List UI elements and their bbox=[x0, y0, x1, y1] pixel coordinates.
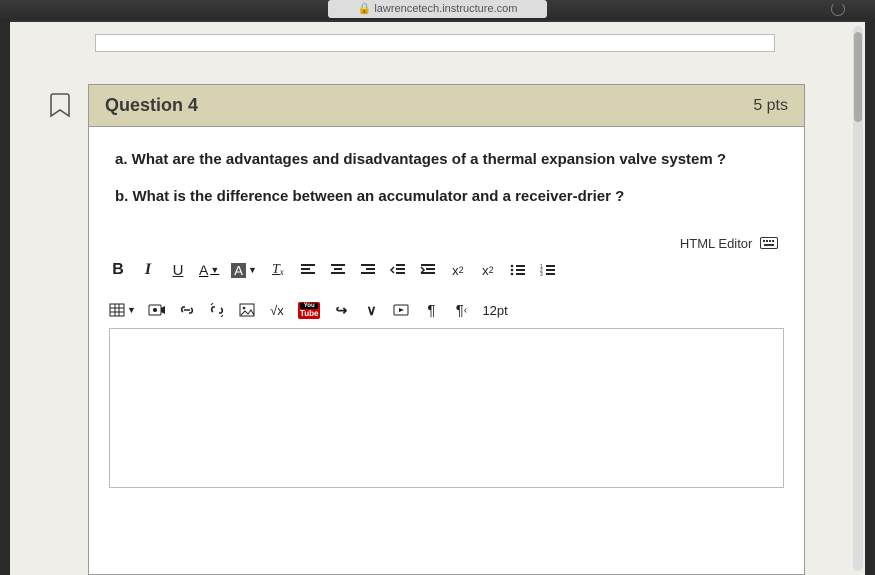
question-card: Question 4 5 pts a. What are the advanta… bbox=[88, 84, 805, 575]
keyboard-icon[interactable] bbox=[760, 237, 778, 252]
url-text: lawrencetech.instructure.com bbox=[374, 3, 517, 15]
question-header: Question 4 5 pts bbox=[89, 85, 804, 127]
scrollbar-thumb[interactable] bbox=[854, 32, 862, 122]
question-title: Question 4 bbox=[105, 95, 198, 116]
align-right-button[interactable] bbox=[359, 260, 377, 280]
bullet-list-button[interactable] bbox=[509, 260, 527, 280]
outdent-button[interactable] bbox=[389, 260, 407, 280]
youtube-button[interactable]: YouTube bbox=[298, 300, 321, 320]
italic-button[interactable]: I bbox=[139, 260, 157, 280]
rtl-button[interactable]: ¶‹ bbox=[452, 300, 470, 320]
equation-button[interactable]: √x bbox=[268, 300, 286, 320]
bold-button[interactable]: B bbox=[109, 260, 127, 280]
browser-chrome: 🔒 lawrencetech.instructure.com bbox=[0, 0, 875, 20]
clear-formatting-button[interactable]: Tx bbox=[269, 260, 287, 280]
question-part-b: b. What is the difference between an acc… bbox=[115, 186, 778, 209]
underline-button[interactable]: U bbox=[169, 260, 187, 280]
superscript-button[interactable]: x2 bbox=[449, 260, 467, 280]
unlink-button[interactable] bbox=[208, 300, 226, 320]
embed-button[interactable]: ↪ bbox=[332, 300, 350, 320]
bookmark-icon[interactable] bbox=[50, 92, 72, 118]
align-center-button[interactable] bbox=[329, 260, 347, 280]
url-bar: 🔒 lawrencetech.instructure.com bbox=[328, 0, 548, 18]
question-part-a: a. What are the advantages and disadvant… bbox=[115, 149, 778, 172]
editor-toolbar: B I U A▼ A▼ Tx x2 x2 123 ▼ √x YouTube ↪ bbox=[89, 256, 804, 322]
reload-icon[interactable] bbox=[831, 2, 845, 16]
record-media-button[interactable] bbox=[148, 300, 166, 320]
vertical-scrollbar[interactable] bbox=[853, 26, 863, 571]
text-color-button[interactable]: A▼ bbox=[199, 260, 219, 280]
subscript-button[interactable]: x2 bbox=[479, 260, 497, 280]
html-editor-link[interactable]: HTML Editor bbox=[680, 236, 752, 251]
media-play-button[interactable] bbox=[392, 300, 410, 320]
link-button[interactable] bbox=[178, 300, 196, 320]
align-left-button[interactable] bbox=[299, 260, 317, 280]
page-content: Question 4 5 pts a. What are the advanta… bbox=[10, 20, 865, 575]
question-body: a. What are the advantages and disadvant… bbox=[89, 127, 804, 232]
svg-text:3: 3 bbox=[540, 272, 543, 277]
previous-question-outline bbox=[95, 34, 775, 52]
table-button[interactable]: ▼ bbox=[109, 300, 136, 320]
question-points: 5 pts bbox=[753, 97, 788, 115]
indent-button[interactable] bbox=[419, 260, 437, 280]
numbered-list-button[interactable]: 123 bbox=[539, 260, 557, 280]
image-button[interactable] bbox=[238, 300, 256, 320]
bg-color-button[interactable]: A▼ bbox=[231, 260, 257, 280]
font-size-select[interactable]: 12pt bbox=[482, 300, 507, 320]
ltr-button[interactable]: ¶ bbox=[422, 300, 440, 320]
answer-textarea[interactable] bbox=[109, 328, 784, 488]
editor-mode-row: HTML Editor bbox=[89, 232, 804, 256]
expand-button[interactable]: ∨ bbox=[362, 300, 380, 320]
